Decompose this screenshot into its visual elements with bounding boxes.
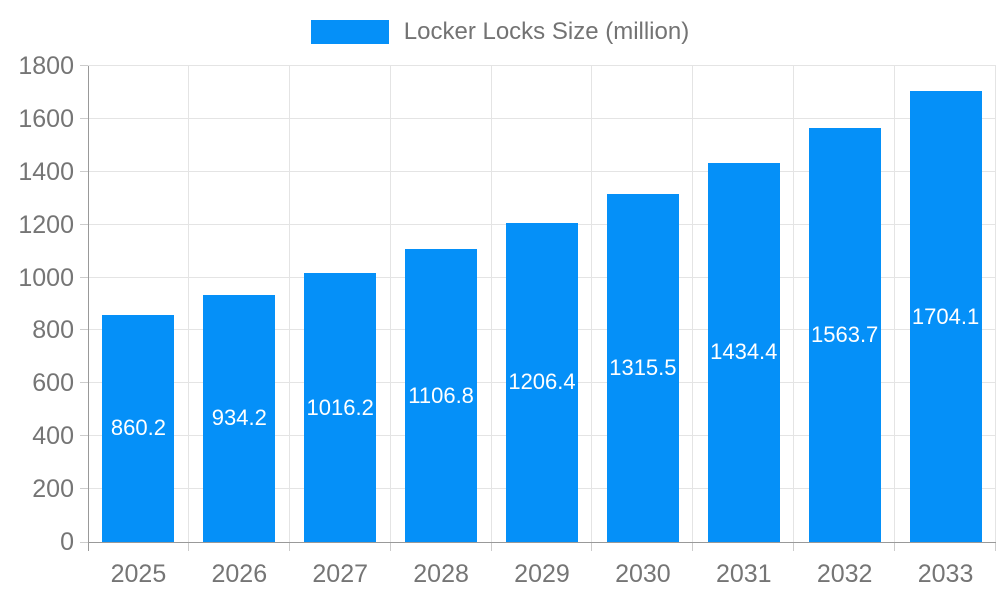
x-axis-tick [692,543,694,551]
x-tick-label: 2025 [110,560,167,588]
bar-2028 [405,249,478,542]
x-tick-label: 2028 [413,560,469,588]
bar-2030 [606,194,679,542]
x-axis-tick [591,543,593,551]
x-axis-tick [187,543,189,551]
bar-2026 [203,294,276,542]
bar-2033 [909,91,982,542]
y-axis-tick [80,276,88,278]
legend[interactable]: Locker Locks Size (million) [0,14,1000,50]
x-tick-label: 2033 [917,560,974,588]
bar-2029 [506,222,578,542]
y-tick-label: 200 [32,475,74,504]
gridline-vertical [793,66,795,542]
x-axis-tick [995,543,996,551]
gridline-horizontal [88,170,996,172]
bar-2025 [102,314,175,542]
gridline-horizontal [88,65,996,67]
y-axis-tick [80,117,88,119]
y-axis-tick [80,488,88,490]
y-tick-label: 0 [60,528,74,556]
y-tick-label: 1600 [18,104,74,133]
gridline-vertical [490,66,492,542]
y-axis-tick [80,329,88,331]
x-axis-tick [894,543,896,551]
x-tick-label: 2030 [615,560,671,588]
y-axis-tick [80,65,88,67]
bar-2027 [304,273,377,542]
x-tick-label: 2031 [715,560,772,588]
gridline-vertical [288,66,290,542]
bar-2031 [707,162,780,542]
gridline-vertical [187,66,189,542]
y-tick-label: 1800 [18,52,74,80]
gridline-horizontal [88,117,996,119]
x-axis-tick [288,543,290,551]
legend-swatch[interactable] [310,20,389,44]
y-axis-tick [80,382,88,384]
x-axis-tick [389,543,391,551]
x-axis-line [88,542,996,543]
x-axis-tick [793,543,795,551]
x-tick-label: 2029 [514,560,570,588]
y-tick-label: 1200 [18,210,74,239]
y-axis-tick [80,435,88,437]
y-axis-tick [80,542,88,543]
x-axis-tick [490,543,492,551]
gridline-vertical [389,66,391,542]
x-tick-label: 2026 [211,560,268,588]
legend-label: Locker Locks Size (million) [403,18,690,45]
bar-2032 [808,128,881,542]
gridline-vertical [692,66,694,542]
plot-area: 0 200 400 600 800 1000 1200 1400 1600 1800 860.2 20… [18,52,996,588]
gridline-vertical [995,66,996,542]
y-tick-label: 400 [32,422,74,451]
x-tick-label: 2032 [816,560,873,588]
x-tick-label: 2027 [312,560,369,588]
y-tick-label: 600 [32,369,74,398]
y-tick-label: 1400 [18,157,74,186]
y-axis-line [88,66,89,550]
gridline-vertical [894,66,896,542]
y-tick-label: 800 [32,316,74,345]
y-axis-tick [80,223,88,225]
y-axis-tick [80,170,88,172]
y-tick-label: 1000 [18,263,74,292]
gridline-vertical [591,66,593,542]
